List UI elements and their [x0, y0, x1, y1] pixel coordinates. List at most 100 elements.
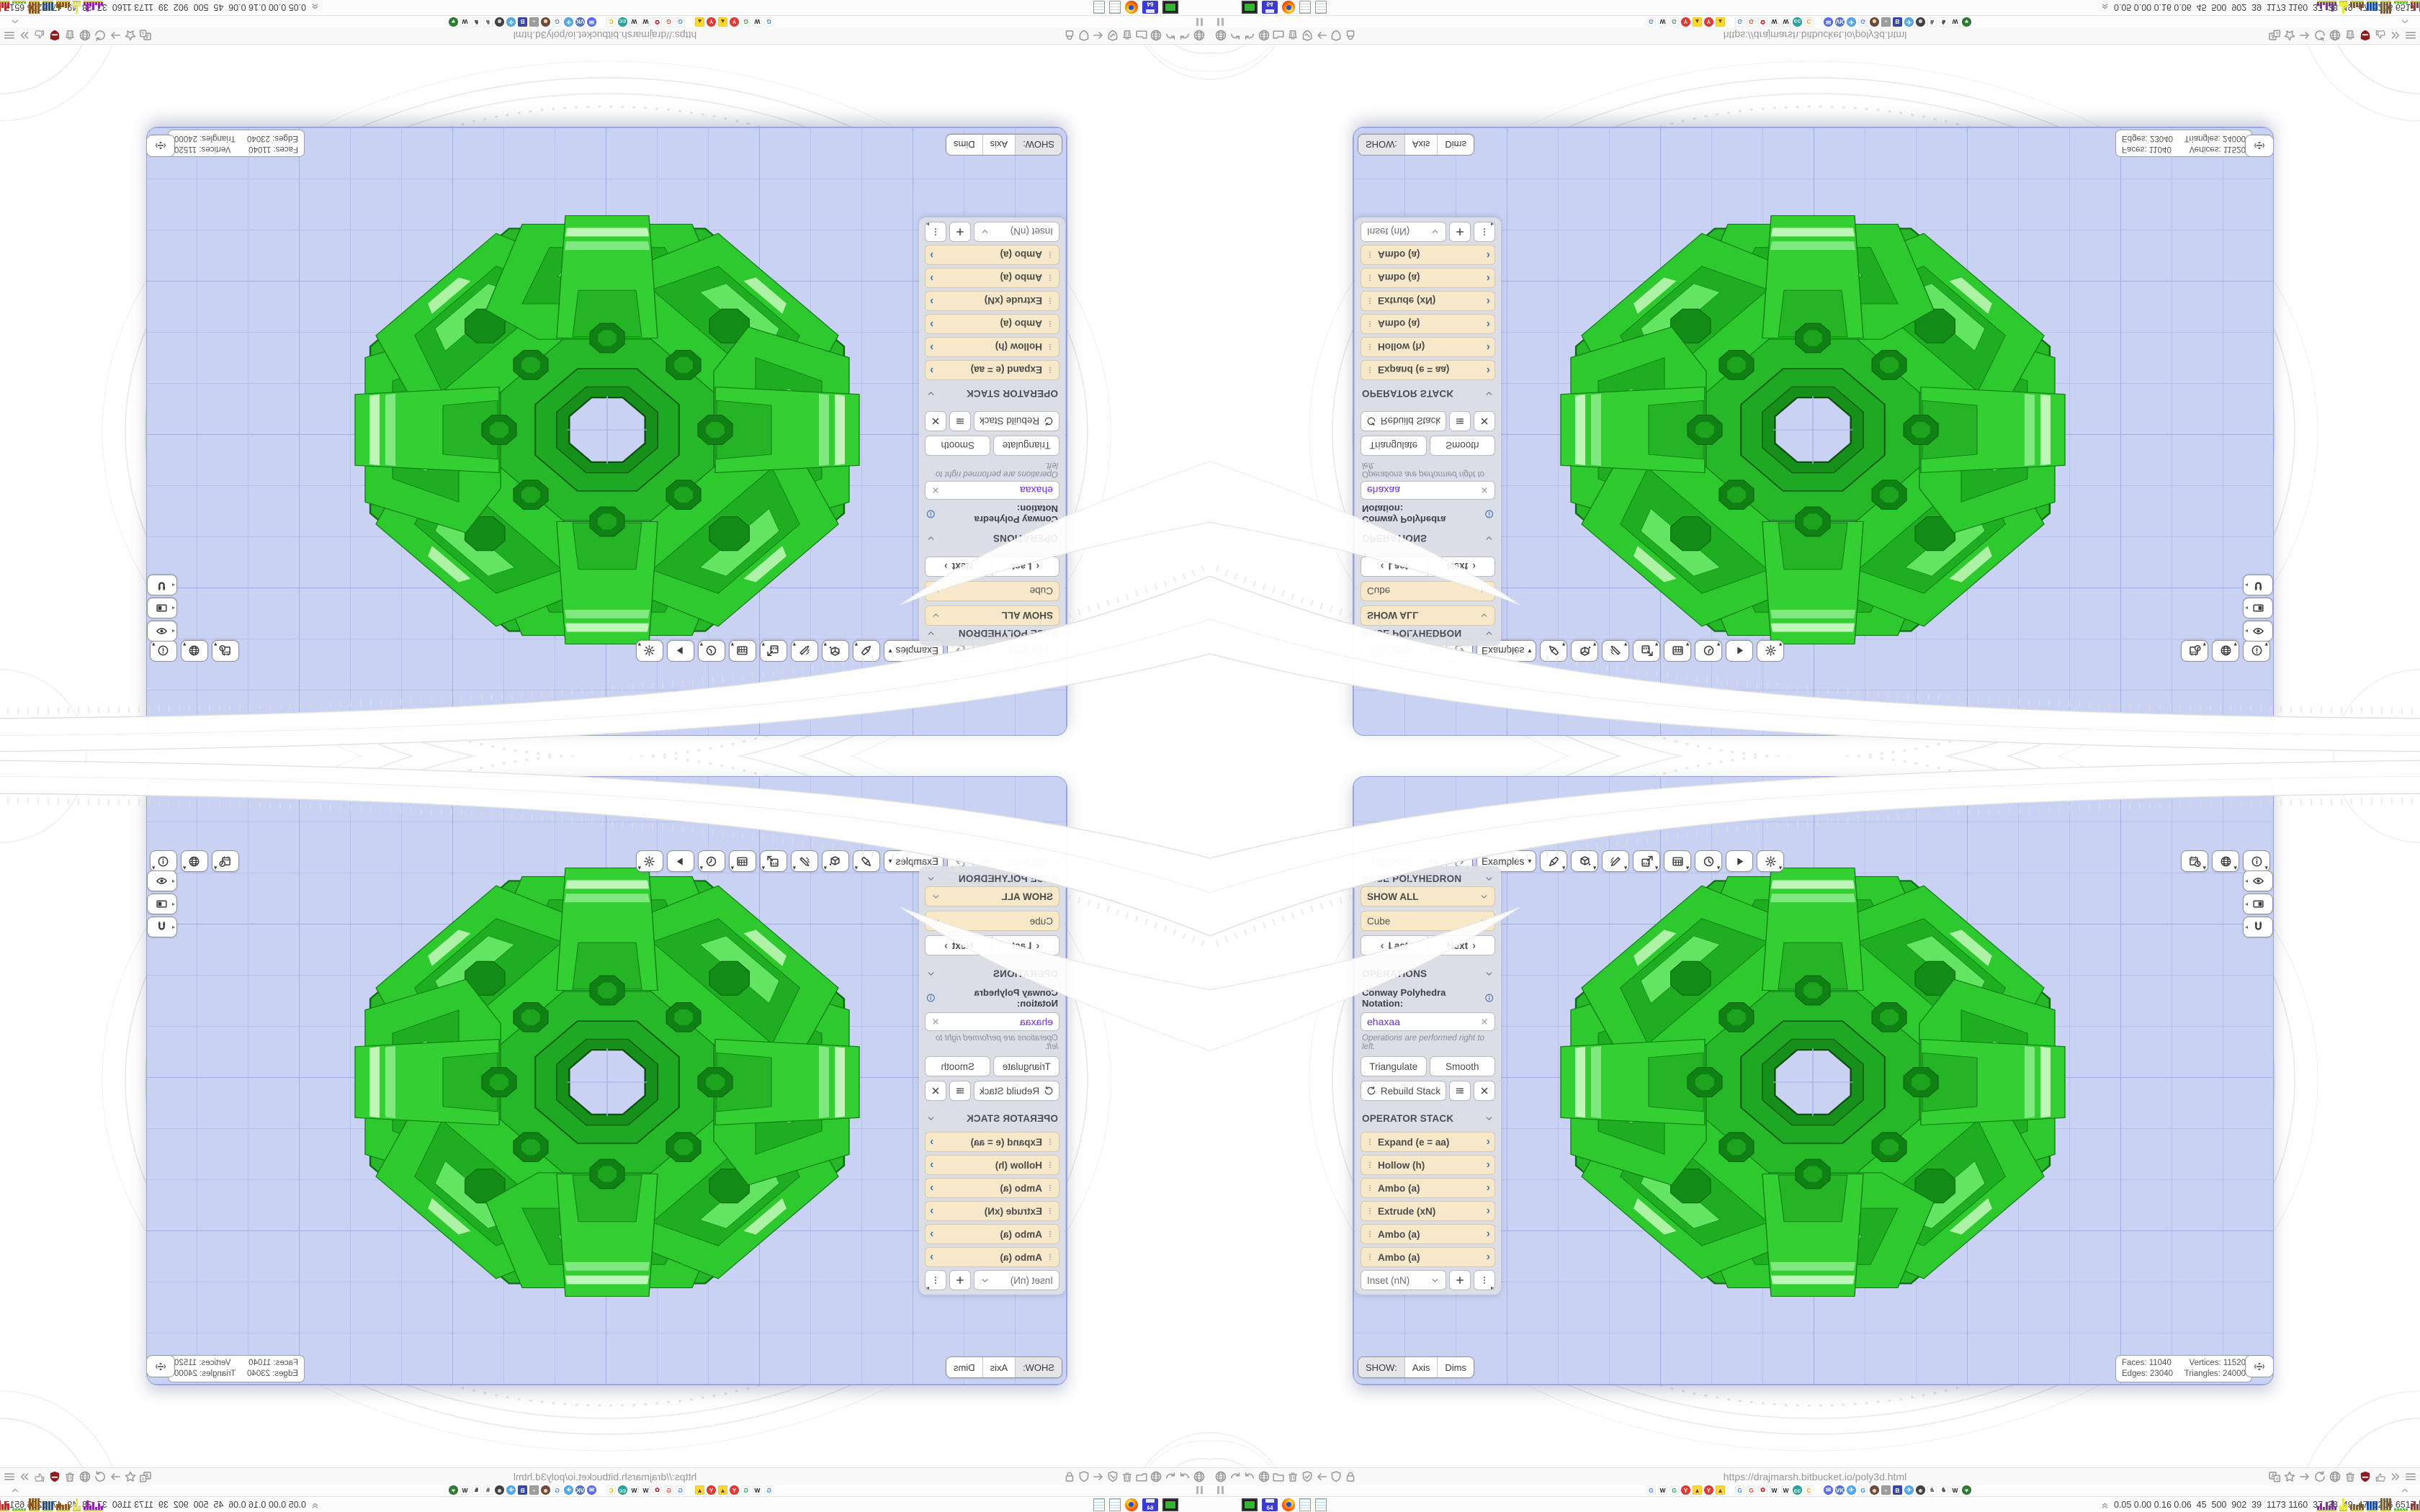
url-bar[interactable]: https://drajmarsh.bitbucket.io/poly3d.ht… [1723, 1471, 1907, 1482]
stack-list-button[interactable] [1449, 411, 1471, 431]
chevd-icon[interactable] [2389, 1470, 2402, 1483]
stack-clear-button[interactable] [925, 411, 946, 431]
bookmark-favicon[interactable]: C [1804, 17, 1814, 27]
operator-stack-item[interactable]: Extrude (xN) › [925, 291, 1059, 311]
drag-handle-icon[interactable] [1046, 250, 1054, 260]
operator-stack-item[interactable]: Ambo (a) › [1361, 314, 1495, 334]
section-operator-stack[interactable]: OPERATOR STACK [923, 386, 1061, 402]
terminal-shortcut-icon[interactable] [1162, 1498, 1178, 1511]
operator-stack-item[interactable]: Ambo (a) › [925, 1224, 1059, 1244]
operator-stack-item[interactable]: Ambo (a) › [925, 1178, 1059, 1198]
clear-icon[interactable] [1480, 486, 1489, 495]
fit-view-button[interactable] [2245, 135, 2274, 157]
lock-icon[interactable] [1344, 1470, 1357, 1483]
style-menu-button[interactable]: ▾ [852, 640, 880, 662]
drag-handle-icon[interactable] [1366, 273, 1374, 283]
back-arc-icon[interactable] [1229, 29, 1242, 42]
drag-handle-icon[interactable] [1366, 296, 1374, 306]
operator-stack-item[interactable]: Ambo (a) › [1361, 268, 1495, 288]
last-button[interactable]: ‹ Last [1361, 936, 1428, 955]
stack-list-button[interactable] [949, 411, 971, 431]
axis-toggle-button[interactable]: Axis [1404, 1357, 1438, 1377]
bookmark-favicon[interactable]: ♥ [1962, 17, 1971, 27]
shield-check-icon[interactable] [1301, 1470, 1314, 1483]
bookmark-favicon[interactable]: G [1670, 1485, 1679, 1495]
thumb-icon[interactable] [2374, 29, 2387, 42]
lock-icon[interactable] [1063, 29, 1076, 42]
shield-red-icon[interactable] [48, 1470, 61, 1483]
export-menu-button[interactable]: EXP ▾ [1633, 850, 1661, 872]
shield-red-icon[interactable] [2359, 1470, 2372, 1483]
info-icon[interactable] [926, 993, 936, 1003]
bookmark-favicon[interactable]: VK [1835, 1485, 1845, 1495]
url-bar[interactable]: https://drajmarsh.bitbucket.io/poly3d.ht… [513, 30, 697, 41]
play-button[interactable] [1726, 640, 1754, 662]
reload-icon[interactable] [94, 1470, 107, 1483]
stack-clear-button[interactable] [1474, 1081, 1495, 1101]
collapse-chevron-icon[interactable] [10, 17, 20, 27]
show-all-select[interactable]: SHOW ALL [925, 606, 1059, 626]
chevd-icon[interactable] [18, 29, 31, 42]
bookmark-favicon[interactable]: C [606, 1485, 616, 1495]
bookmark-favicon[interactable]: G [1735, 17, 1744, 27]
floppy-shortcut-icon[interactable]: 64 [1262, 1, 1278, 14]
model-menu-button[interactable]: ▾ [821, 640, 849, 662]
notepad-shortcut-icon[interactable] [1109, 1498, 1121, 1511]
notepad-shortcut-icon[interactable] [1299, 1498, 1311, 1511]
bookmark-favicon[interactable]: ▪ [529, 17, 539, 27]
globe-icon[interactable] [2329, 29, 2341, 42]
shield-red-icon[interactable] [2359, 29, 2372, 42]
drag-handle-icon[interactable] [1046, 365, 1054, 375]
notepad-shortcut-icon[interactable] [1093, 1498, 1105, 1511]
settings-menu-button[interactable]: ▾ [635, 640, 663, 662]
rebuild-stack-button[interactable]: Rebuild Stack [1361, 411, 1446, 431]
play-button[interactable] [666, 850, 694, 872]
bookmark-favicon[interactable]: B [518, 1485, 527, 1495]
panel-toggle-button[interactable]: ◂ [147, 598, 177, 618]
bookmark-favicon[interactable]: G [552, 17, 562, 27]
bookmark-favicon[interactable]: W [1950, 17, 1960, 27]
bookmark-favicon[interactable]: ✈ [1847, 1485, 1856, 1495]
shield-check-icon[interactable] [1106, 1470, 1119, 1483]
arrow-left-icon[interactable] [1092, 29, 1105, 42]
terminal-shortcut-icon[interactable] [1242, 1, 1258, 14]
shield-check-icon[interactable] [1301, 29, 1314, 42]
export-menu-button[interactable]: EXP ▾ [1633, 640, 1661, 662]
bookmark-favicon[interactable]: ✈ [506, 1485, 516, 1495]
play-button[interactable] [1726, 850, 1754, 872]
bookmark-favicon[interactable]: W [629, 17, 639, 27]
bookmark-favicon[interactable]: G [664, 17, 673, 27]
arrow-right-icon[interactable] [2298, 1470, 2311, 1483]
fit-view-button[interactable] [146, 135, 175, 157]
bookmark-favicon[interactable]: W [1770, 1485, 1779, 1495]
collapse-chevron-icon[interactable] [10, 1485, 20, 1495]
globe-icon[interactable] [79, 1470, 91, 1483]
bookmark-favicon[interactable]: B [1893, 1485, 1902, 1495]
trash-icon[interactable] [2344, 29, 2357, 42]
operator-options-button[interactable]: ▸ [925, 1270, 946, 1291]
forward-arc-icon[interactable] [1164, 1470, 1177, 1483]
bookmark-favicon[interactable]: ☻ [541, 17, 550, 27]
drag-handle-icon[interactable] [1046, 319, 1054, 329]
clear-icon[interactable] [931, 486, 940, 495]
lock-icon[interactable] [1344, 29, 1357, 42]
bookmark-favicon[interactable]: cc [1793, 1485, 1802, 1495]
bookmark-favicon[interactable]: ▲ [1693, 17, 1702, 27]
drag-handle-icon[interactable] [1046, 1206, 1054, 1216]
play-button[interactable] [666, 640, 694, 662]
drag-handle-icon[interactable] [1366, 1160, 1374, 1170]
operator-stack-item[interactable]: Ambo (a) › [925, 314, 1059, 334]
url-bar[interactable]: https://drajmarsh.bitbucket.io/poly3d.ht… [513, 1471, 697, 1482]
bookmark-favicon[interactable]: ✈ [1847, 17, 1856, 27]
bookmark-favicon[interactable]: VK [575, 1485, 585, 1495]
operator-options-button[interactable]: ▸ [1474, 1270, 1495, 1291]
notepad-shortcut-icon[interactable] [1315, 1, 1327, 14]
bookmark-favicon[interactable]: W [1950, 1485, 1960, 1495]
triangulate-button[interactable]: Triangulate [993, 1056, 1059, 1076]
bookmark-favicon[interactable]: ✈ [506, 17, 516, 27]
bookmark-favicon[interactable]: ☻ [541, 1485, 550, 1495]
info-icon[interactable] [926, 509, 936, 519]
settings-menu-button[interactable]: ▾ [1757, 640, 1785, 662]
bookmark-favicon[interactable]: ✉ [1824, 1485, 1833, 1495]
